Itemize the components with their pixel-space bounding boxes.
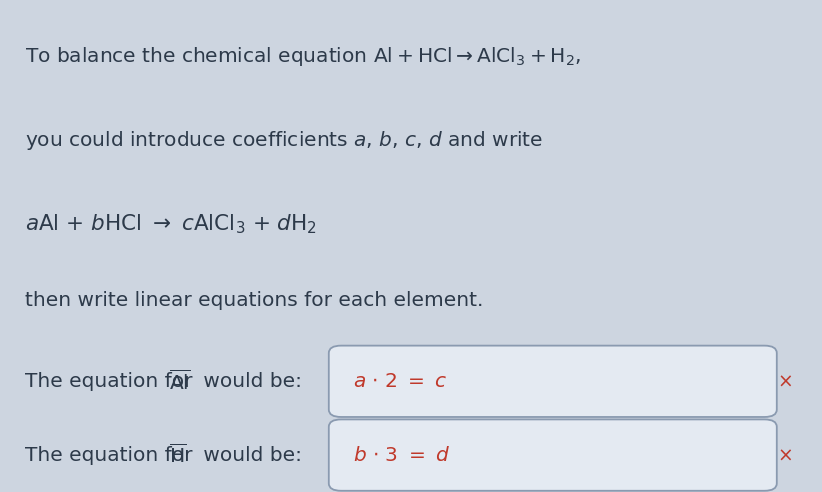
Text: $\mathit{b}$ $\cdot$ 3 $=$ $\mathit{d}$: $\mathit{b}$ $\cdot$ 3 $=$ $\mathit{d}$: [353, 446, 450, 464]
Text: $\mathsf{\times}$: $\mathsf{\times}$: [778, 446, 792, 464]
Text: would be:: would be:: [197, 372, 302, 391]
Text: To balance the chemical equation $\mathrm{Al + HCl \rightarrow AlCl_3 + H_2,}$: To balance the chemical equation $\mathr…: [25, 45, 581, 68]
Text: would be:: would be:: [197, 446, 302, 464]
Text: The equation for: The equation for: [25, 446, 199, 464]
Text: you could introduce coefficients $\mathit{a}$, $\mathit{b}$, $\mathit{c}$, $\mat: you could introduce coefficients $\mathi…: [25, 129, 543, 152]
Text: $\mathit{a}$Al $+$ $\mathit{b}$HCl $\rightarrow$ $\mathit{c}$AlCl$_3$ $+$ $\math: $\mathit{a}$Al $+$ $\mathit{b}$HCl $\rig…: [25, 212, 316, 236]
Text: $\mathrm{\overline{Al}}$: $\mathrm{\overline{Al}}$: [169, 369, 190, 394]
Text: The equation for: The equation for: [25, 372, 199, 391]
FancyBboxPatch shape: [329, 345, 777, 417]
Text: then write linear equations for each element.: then write linear equations for each ele…: [25, 291, 483, 309]
Text: $\mathrm{\overline{H}}$: $\mathrm{\overline{H}}$: [169, 443, 186, 467]
Text: $\mathit{a}$ $\cdot$ 2 $=$ $\mathit{c}$: $\mathit{a}$ $\cdot$ 2 $=$ $\mathit{c}$: [353, 372, 448, 391]
Text: $\mathsf{\times}$: $\mathsf{\times}$: [778, 372, 792, 391]
FancyBboxPatch shape: [329, 419, 777, 491]
